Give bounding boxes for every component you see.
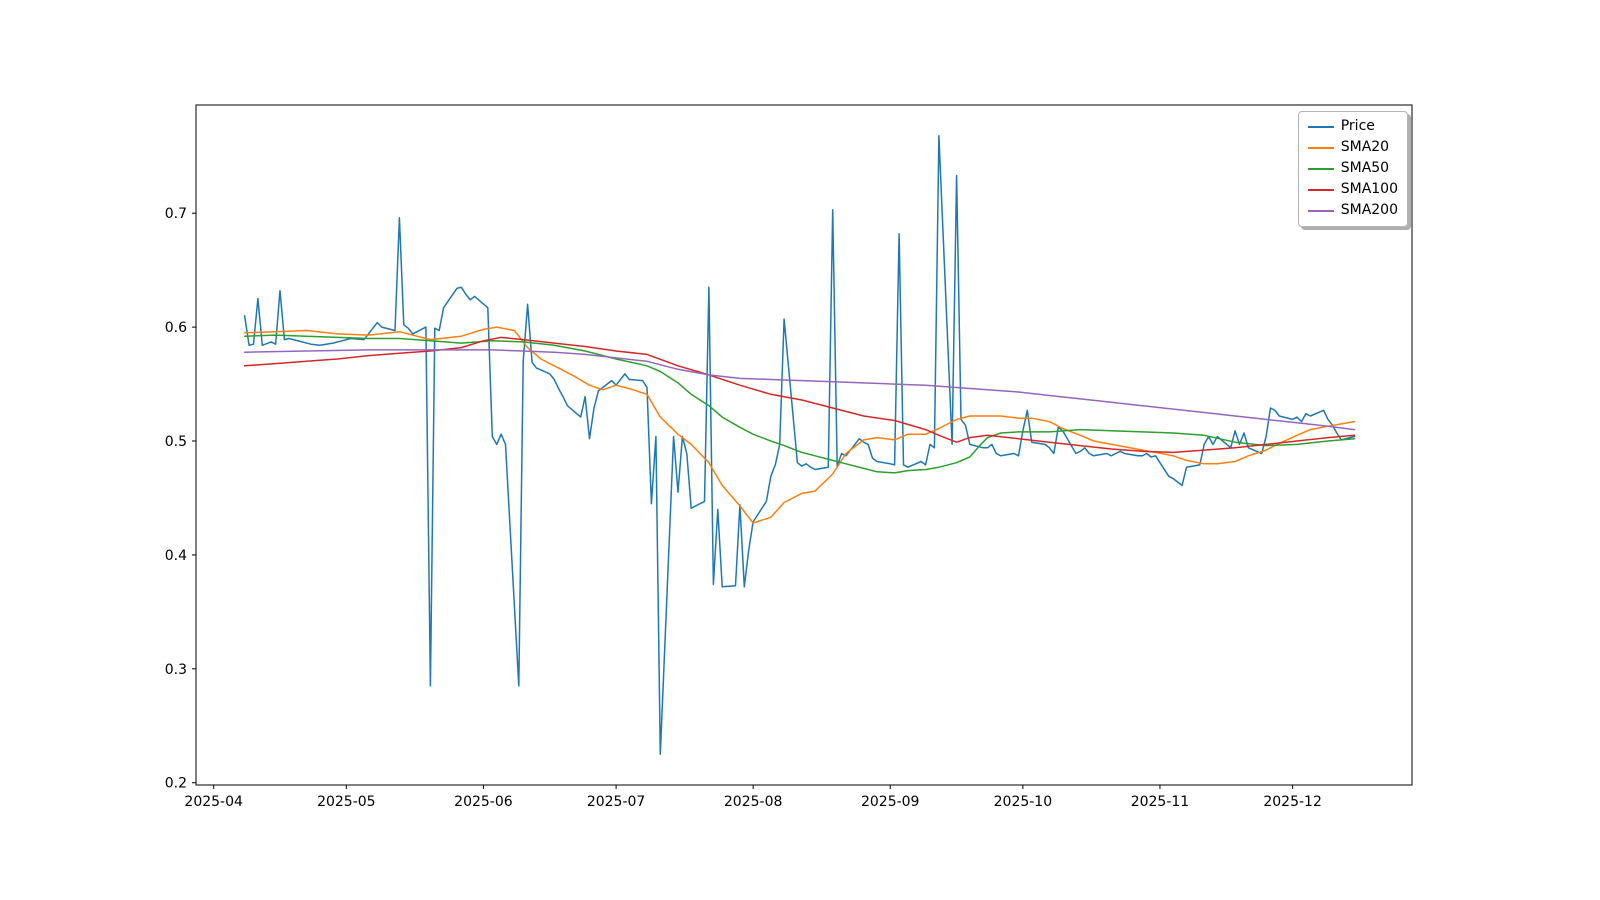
legend-line-swatch-sma100 [1307, 188, 1334, 191]
legend-label-sma100: SMA100 [1340, 181, 1398, 197]
x-tick-label: 2025-12 [1263, 794, 1322, 810]
legend-line-swatch-sma20 [1307, 146, 1334, 149]
y-tick-label: 0.5 [165, 434, 187, 450]
legend-item-sma20: SMA20 [1307, 138, 1398, 157]
legend: Price SMA20 SMA50 SMA100 SMA200 [1297, 111, 1408, 227]
legend-item-sma50: SMA50 [1307, 159, 1398, 178]
legend-item-sma200: SMA200 [1307, 201, 1398, 220]
legend-item-sma100: SMA100 [1307, 180, 1398, 199]
x-tick-label: 2025-08 [724, 794, 783, 810]
series-line-sma20 [243, 326, 1356, 524]
legend-line-swatch-price [1307, 125, 1334, 128]
series-line-sma50 [243, 334, 1356, 474]
x-tick-label: 2025-04 [184, 794, 243, 810]
legend-line-swatch-sma50 [1307, 167, 1334, 170]
legend-label-sma20: SMA20 [1340, 139, 1390, 155]
x-tick-label: 2025-10 [994, 794, 1053, 810]
x-tick-label: 2025-07 [587, 794, 646, 810]
y-tick-label: 0.4 [165, 548, 187, 564]
axes-frame [195, 104, 1413, 786]
legend-line-swatch-sma200 [1307, 209, 1334, 212]
y-tick-label: 0.7 [165, 206, 187, 222]
y-tick-label: 0.6 [165, 320, 187, 336]
x-tick-label: 2025-09 [861, 794, 920, 810]
x-tick-label: 2025-05 [317, 794, 376, 810]
series-line-price [243, 135, 1356, 755]
series-line-sma200 [243, 349, 1356, 431]
x-tick-label: 2025-11 [1131, 794, 1190, 810]
y-tick-label: 0.3 [165, 662, 187, 678]
legend-label-sma50: SMA50 [1340, 160, 1390, 176]
x-tick-label: 2025-06 [454, 794, 513, 810]
y-tick-label: 0.2 [165, 776, 187, 792]
legend-label-price: Price [1340, 118, 1375, 134]
legend-item-price: Price [1307, 117, 1398, 136]
legend-label-sma200: SMA200 [1340, 202, 1398, 218]
